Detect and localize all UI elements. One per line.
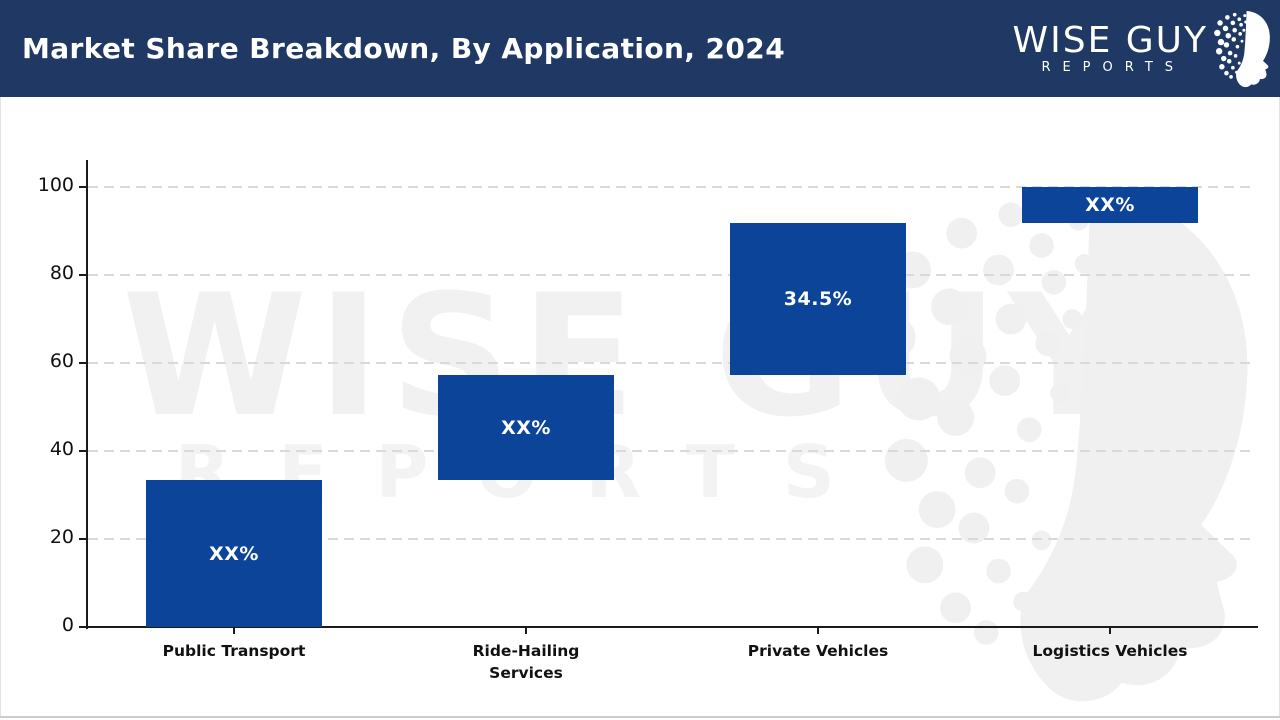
bar-value-label: XX% bbox=[501, 416, 551, 439]
gridline-60 bbox=[88, 362, 1256, 364]
gridline-80 bbox=[88, 274, 1256, 276]
x-axis-category-label-logistics-vehicles: Logistics Vehicles bbox=[1032, 642, 1188, 660]
wise-guy-logo: WISE GUY REPORTS bbox=[1013, 9, 1275, 88]
x-axis-tick bbox=[525, 628, 527, 634]
bar-private-vehicles: 34.5% bbox=[730, 223, 906, 375]
x-axis-tick bbox=[817, 628, 819, 634]
bar-value-label: 34.5% bbox=[783, 287, 853, 310]
y-axis-tick bbox=[79, 626, 87, 628]
y-axis-tick-label: 0 bbox=[61, 614, 74, 636]
y-axis-tick bbox=[79, 362, 87, 364]
y-axis-tick bbox=[79, 186, 87, 188]
y-axis-tick bbox=[79, 450, 87, 452]
gridline-40 bbox=[88, 450, 1256, 452]
y-axis-tick-label: 20 bbox=[49, 526, 74, 548]
y-axis-tick-label: 80 bbox=[49, 262, 74, 284]
bar-value-label: XX% bbox=[1085, 194, 1135, 217]
y-axis-tick-label: 100 bbox=[37, 174, 74, 196]
x-axis-tick bbox=[233, 628, 235, 634]
x-axis-category-label-private-vehicles: Private Vehicles bbox=[747, 642, 889, 660]
logo-face-icon bbox=[1214, 11, 1270, 88]
y-axis-line bbox=[86, 160, 88, 629]
x-axis-line bbox=[86, 626, 1258, 628]
x-axis-category-label-ride-hailing-services: Ride-Hailing Services bbox=[472, 642, 580, 682]
bar-value-label: XX% bbox=[209, 542, 259, 565]
bar-logistics-vehicles: XX% bbox=[1022, 187, 1198, 224]
logo-text: WISE GUY REPORTS bbox=[1012, 19, 1209, 76]
bar-ride-hailing-services: XX% bbox=[438, 374, 614, 481]
logo-wordmark: WISE GUY bbox=[1012, 19, 1208, 61]
header-banner: Market Share Breakdown, By Application, … bbox=[0, 0, 1280, 97]
gridline-100 bbox=[88, 186, 1256, 188]
gridline-20 bbox=[88, 538, 1256, 540]
bottom-divider bbox=[0, 716, 1280, 718]
x-axis-category-label-public-transport: Public Transport bbox=[162, 642, 306, 660]
y-axis-tick bbox=[79, 538, 87, 540]
y-axis-tick bbox=[79, 274, 87, 276]
page-title: Market Share Breakdown, By Application, … bbox=[22, 32, 786, 65]
y-axis-tick-label: 60 bbox=[49, 350, 74, 372]
y-axis-tick-label: 40 bbox=[49, 438, 74, 460]
left-edge-divider bbox=[0, 97, 1, 716]
bar-public-transport: XX% bbox=[146, 480, 322, 627]
logo-subtitle: REPORTS bbox=[1041, 60, 1186, 76]
x-axis-tick bbox=[1109, 628, 1111, 634]
